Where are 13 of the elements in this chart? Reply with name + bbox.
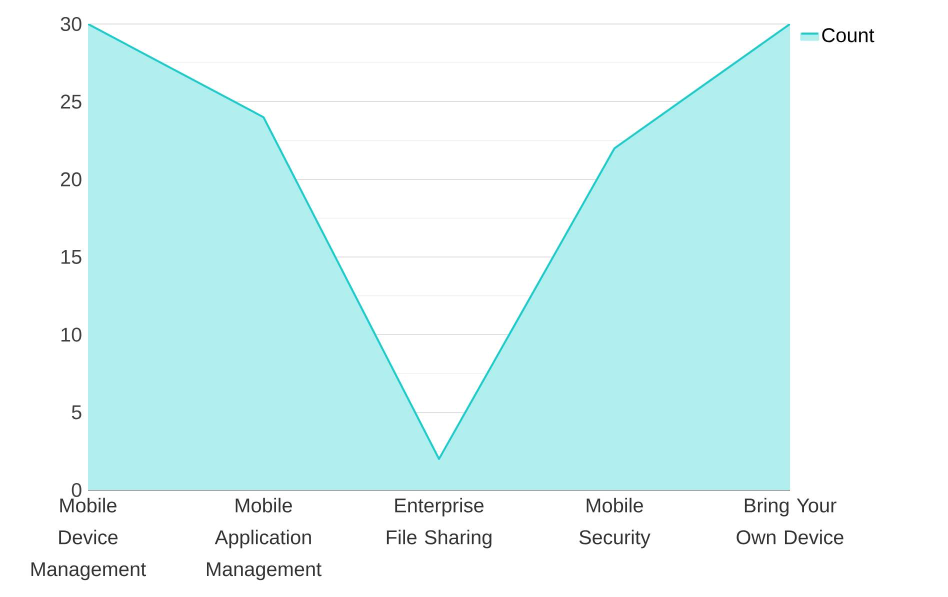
x-tick-label: Mobile Security [579,498,650,548]
y-tick-label: 10 [62,328,82,342]
x-tick-label: Mobile Device Management [31,498,146,580]
y-tick-label: 20 [60,172,82,186]
y-tick-label: 5 [72,405,82,420]
legend-label: Count [822,28,874,42]
y-tick-label: 25 [60,94,82,109]
x-tick-label: Enterprise File Sharing [386,498,492,548]
y-tick-label: 15 [62,250,82,264]
x-tick-label: Mobile Application Management [206,498,322,580]
y-tick-label: 0 [72,482,82,498]
x-tick-label: Bring Your Own Device [736,498,844,544]
y-tick-label: 30 [60,16,82,32]
